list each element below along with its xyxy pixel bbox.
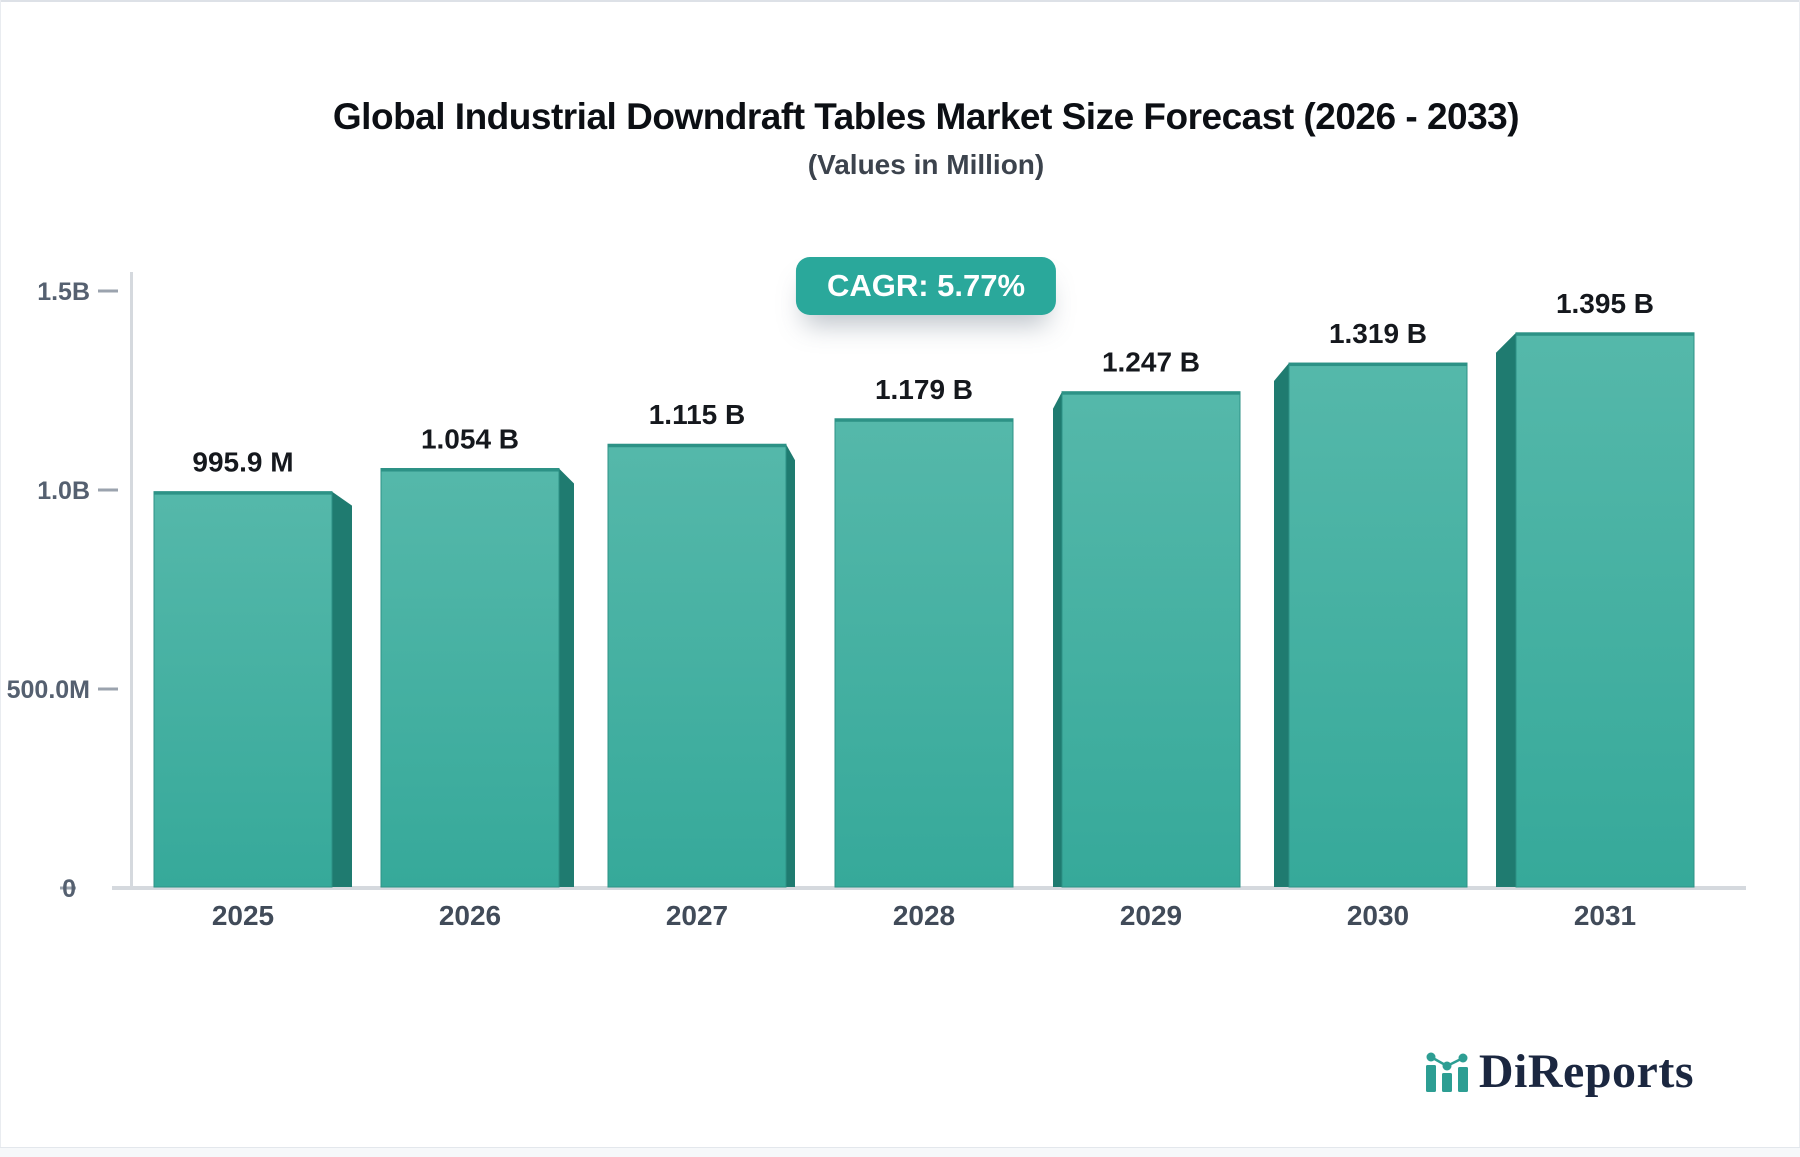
y-tick-dash	[98, 687, 118, 691]
y-tick-dash	[60, 886, 76, 890]
bar-2029	[1061, 391, 1241, 888]
bar-top-edge	[1516, 332, 1694, 336]
brand-name: DiReports	[1478, 1045, 1694, 1098]
frame-left-border	[0, 0, 1, 1156]
bar-2027	[607, 443, 787, 888]
bar-value-label: 1.054 B	[421, 424, 519, 455]
chart-title: Global Industrial Downdraft Tables Marke…	[332, 96, 1520, 137]
bar-2028	[834, 418, 1014, 888]
bar-value-label: 1.319 B	[1329, 318, 1427, 349]
x-category-label: 2029	[1120, 900, 1182, 931]
frame-bottom-border	[0, 1147, 1800, 1157]
bar-side-face	[1496, 332, 1516, 887]
bar-2031	[1515, 332, 1695, 888]
bar-side-face	[1274, 363, 1289, 888]
bar-value-label: 1.395 B	[1556, 288, 1654, 319]
bar-side-face	[559, 468, 574, 887]
bar-top-edge	[154, 491, 332, 495]
bar-top-edge	[381, 468, 559, 472]
y-tick-label: 1.0B	[37, 477, 90, 505]
bar-2025	[153, 491, 333, 888]
brand-logo: DiReports	[1423, 1038, 1694, 1096]
x-category-label: 2025	[212, 900, 274, 931]
bar-value-label: 1.179 B	[875, 374, 973, 405]
bar-top-edge	[835, 418, 1013, 422]
x-axis-line	[112, 886, 1746, 890]
bar-value-label: 1.247 B	[1102, 347, 1200, 378]
bar-top-edge	[1289, 363, 1467, 367]
y-tick-dash	[98, 289, 118, 293]
y-tick-label: 500.0M	[7, 676, 90, 704]
bar-2026	[380, 468, 560, 888]
x-category-label: 2028	[893, 900, 955, 931]
bar-side-face	[786, 444, 795, 887]
bar-line-chart-icon	[1425, 1052, 1468, 1092]
frame-top-border	[0, 0, 1800, 2]
x-category-label: 2027	[666, 900, 728, 931]
y-tick-dash	[98, 488, 118, 492]
x-category-label: 2030	[1347, 900, 1409, 931]
y-axis-line	[130, 272, 133, 888]
bar-2030	[1288, 362, 1468, 888]
bar-value-label: 1.115 B	[649, 399, 746, 430]
bar-top-edge	[608, 444, 786, 448]
bar-value-label: 995.9 M	[192, 447, 293, 478]
cagr-badge: CAGR: 5.77%	[795, 257, 1057, 315]
y-tick-label: 1.5B	[37, 278, 90, 306]
y-tick-label: 0	[62, 875, 76, 903]
bar-side-face	[1053, 391, 1062, 887]
x-category-label: 2026	[439, 900, 501, 931]
bar-side-face	[332, 491, 352, 887]
chart-subtitle: (Values in Million)	[807, 149, 1045, 180]
x-category-label: 2031	[1574, 900, 1636, 931]
bar-top-edge	[1062, 391, 1240, 395]
